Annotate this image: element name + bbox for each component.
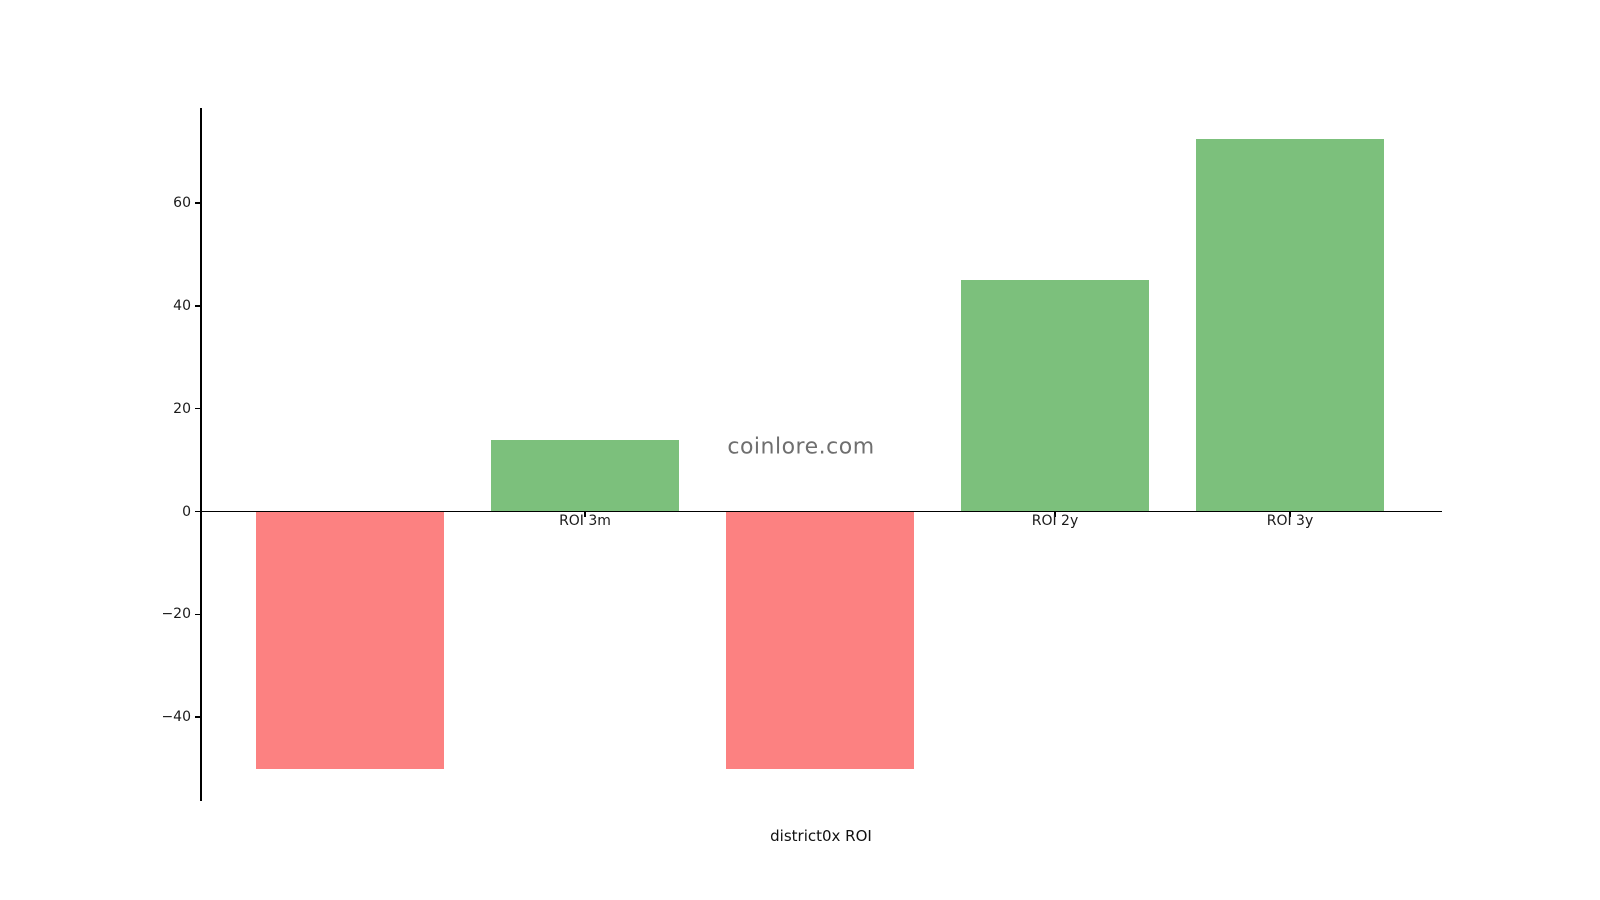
y-tick-mark	[195, 510, 201, 513]
y-tick-mark	[195, 716, 201, 718]
bar-roi-3m	[491, 439, 679, 512]
bar-roi-2y	[961, 280, 1149, 512]
y-tick-mark	[195, 202, 201, 204]
y-tick-label: 60	[173, 195, 191, 212]
bar-roi-3y	[1196, 138, 1384, 512]
bar-3-negative	[726, 511, 914, 769]
y-tick-label: −20	[161, 606, 191, 623]
y-tick-label: 0	[182, 503, 191, 520]
bar-1-negative	[256, 511, 444, 769]
y-axis-line	[200, 108, 202, 801]
x-axis-line	[200, 510, 1442, 512]
x-tick-label: ROI 3y	[1266, 513, 1314, 529]
y-tick-mark	[195, 613, 201, 616]
chart-title: district0x ROI	[770, 827, 872, 845]
x-tick-mark	[1289, 511, 1291, 517]
x-tick-mark	[1054, 511, 1056, 517]
y-tick-mark	[195, 305, 201, 307]
y-tick-label: 20	[173, 400, 191, 417]
y-tick-label: 40	[173, 297, 191, 314]
x-tick-label: ROI 3m	[559, 513, 611, 529]
x-tick-label: ROI 2y	[1031, 513, 1079, 529]
y-tick-mark	[195, 407, 201, 410]
x-tick-mark	[584, 511, 586, 517]
y-tick-label: −40	[161, 709, 191, 726]
watermark: coinlore.com	[727, 434, 875, 460]
